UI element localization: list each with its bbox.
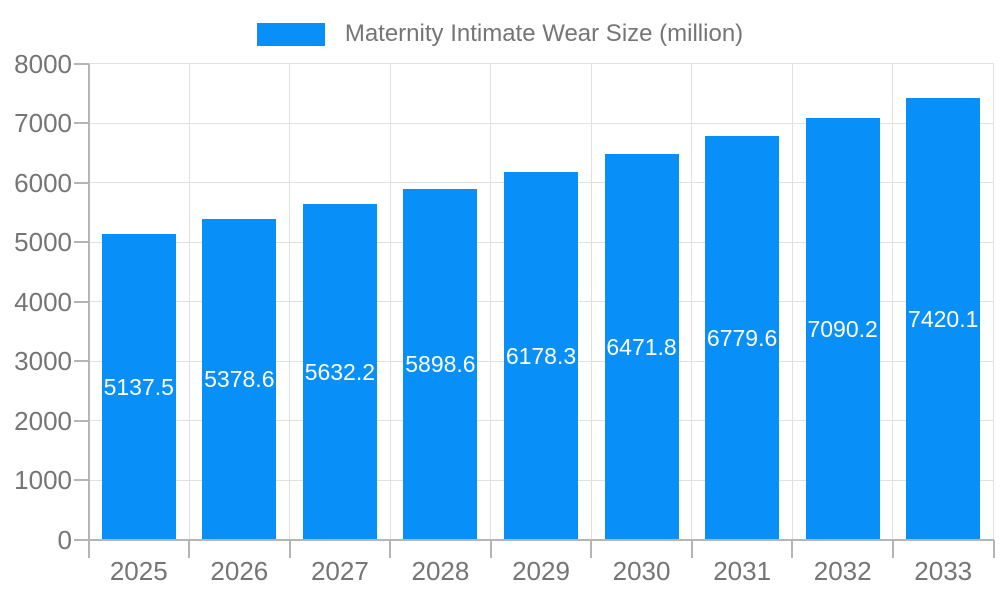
grid-line-v (389, 63, 391, 540)
bar-value-label: 5137.5 (103, 373, 174, 400)
bar (906, 98, 981, 540)
y-tick-label: 0 (57, 524, 72, 555)
bar-value-label: 6178.3 (505, 342, 577, 369)
bar-value-label: 7420.1 (908, 305, 979, 332)
y-axis-tick (73, 479, 89, 481)
y-tick-label: 4000 (14, 286, 72, 317)
grid-line-v (892, 63, 894, 540)
grid-line-h (88, 122, 994, 124)
x-tick-label: 2025 (109, 556, 168, 586)
x-tick-label: 2032 (813, 556, 872, 586)
bar (202, 219, 277, 540)
y-tick-label: 1000 (14, 465, 72, 495)
x-axis-line (73, 538, 994, 541)
x-axis-tick (992, 539, 995, 558)
y-tick-label: 2000 (14, 405, 72, 436)
y-axis-line (87, 63, 90, 558)
x-tick-label: 2026 (210, 556, 269, 586)
x-axis-tick (791, 539, 794, 558)
x-tick-label: 2029 (512, 556, 570, 586)
grid-line-v (490, 63, 492, 540)
x-axis-tick (489, 539, 492, 558)
bar (604, 154, 679, 540)
bar-value-label: 7090.2 (807, 315, 878, 342)
y-tick-label: 7000 (14, 108, 72, 138)
x-axis-tick (288, 539, 291, 558)
x-tick-label: 2030 (612, 556, 671, 586)
bar (504, 171, 578, 540)
y-tick-label: 6000 (14, 167, 72, 198)
grid-line-h (88, 63, 994, 64)
x-tick-label: 2031 (713, 556, 772, 586)
x-tick-label: 2027 (310, 556, 369, 586)
legend-swatch[interactable] (256, 22, 325, 46)
grid-line-v (993, 63, 994, 540)
x-axis-tick (389, 539, 392, 558)
legend: Maternity Intimate Wear Size (million) (0, 18, 1000, 50)
x-axis-tick (590, 539, 593, 558)
bar-value-label: 5632.2 (304, 358, 376, 385)
x-axis-tick (891, 539, 894, 558)
grid-line-v (691, 63, 693, 540)
bar-value-label: 5898.6 (405, 351, 476, 378)
x-axis-tick (690, 539, 693, 558)
y-axis-tick (73, 62, 89, 65)
grid-line-v (590, 63, 592, 540)
x-tick-label: 2033 (914, 556, 973, 586)
bar-value-label: 6779.6 (706, 324, 778, 351)
bar (805, 117, 880, 540)
y-axis-tick (73, 300, 89, 303)
bar (101, 233, 176, 540)
grid-line-v (188, 63, 190, 540)
x-axis-tick (188, 539, 191, 558)
bar (705, 136, 780, 540)
bar-value-label: 6471.8 (606, 333, 677, 360)
y-axis-tick (73, 241, 89, 243)
y-axis-tick (73, 122, 89, 124)
bar (403, 188, 478, 540)
y-tick-label: 5000 (14, 227, 72, 257)
y-tick-label: 3000 (14, 346, 72, 376)
grid-line-v (791, 63, 793, 540)
x-tick-label: 2028 (411, 556, 470, 586)
y-axis-tick (73, 419, 89, 422)
y-tick-label: 8000 (14, 48, 72, 79)
bar (302, 204, 377, 540)
bar-value-label: 5378.6 (204, 366, 275, 393)
y-axis-tick (73, 181, 89, 184)
y-axis-tick (73, 360, 89, 362)
legend-label[interactable]: Maternity Intimate Wear Size (million) (344, 20, 744, 47)
grid-line-v (289, 63, 291, 540)
